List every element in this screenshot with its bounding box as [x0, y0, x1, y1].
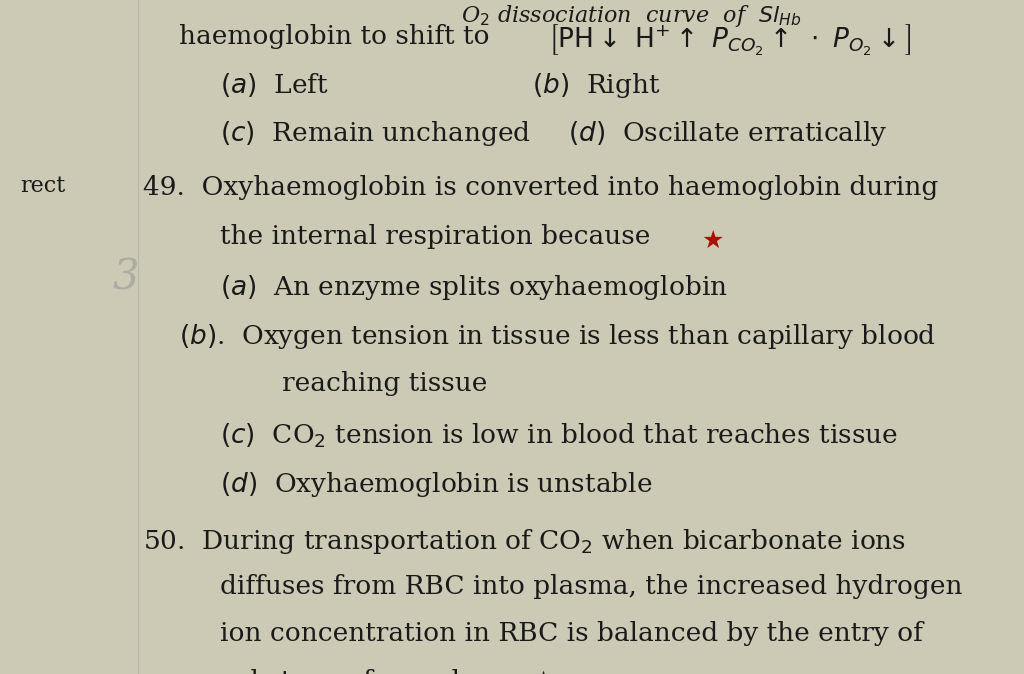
Text: reaching tissue: reaching tissue: [282, 371, 487, 396]
Text: 3: 3: [113, 256, 139, 298]
Text: $(c)$  Remain unchanged: $(c)$ Remain unchanged: [220, 119, 531, 148]
Text: the internal respiration because: the internal respiration because: [220, 224, 650, 249]
Text: ion concentration in RBC is balanced by the entry of: ion concentration in RBC is balanced by …: [220, 621, 923, 646]
Text: $(a)$  Left: $(a)$ Left: [220, 71, 329, 99]
Text: ★: ★: [532, 669, 554, 674]
Text: ★: ★: [701, 229, 724, 253]
Text: haemoglobin to shift to: haemoglobin to shift to: [179, 24, 489, 49]
Text: $(a)$  An enzyme splits oxyhaemoglobin: $(a)$ An enzyme splits oxyhaemoglobin: [220, 273, 728, 302]
Text: $(b)$.  Oxygen tension in tissue is less than capillary blood: $(b)$. Oxygen tension in tissue is less …: [179, 322, 936, 351]
Text: $(b)$  Right: $(b)$ Right: [532, 71, 660, 100]
Text: O$_2$ dissociation  curve  of  $Sl_{Hb}$: O$_2$ dissociation curve of $Sl_{Hb}$: [461, 3, 802, 30]
Text: $(c)$  CO$_2$ tension is low in blood that reaches tissue: $(c)$ CO$_2$ tension is low in blood tha…: [220, 421, 898, 450]
Text: $\left[\mathrm{PH}\downarrow\ \mathrm{H}^{+}\uparrow\ P_{CO_2}\uparrow\ \cdot\ P: $\left[\mathrm{PH}\downarrow\ \mathrm{H}…: [548, 22, 911, 57]
Text: rect: rect: [20, 175, 66, 197]
Text: 49.  Oxyhaemoglobin is converted into haemoglobin during: 49. Oxyhaemoglobin is converted into hae…: [143, 175, 939, 200]
Text: $(d)$  Oxyhaemoglobin is unstable: $(d)$ Oxyhaemoglobin is unstable: [220, 470, 652, 499]
Text: 50.  During transportation of CO$_2$ when bicarbonate ions: 50. During transportation of CO$_2$ when…: [143, 527, 906, 556]
Text: substance from plasma: substance from plasma: [220, 669, 530, 674]
Text: $(d)$  Oscillate erratically: $(d)$ Oscillate erratically: [568, 119, 888, 148]
Text: diffuses from RBC into plasma, the increased hydrogen: diffuses from RBC into plasma, the incre…: [220, 574, 963, 599]
